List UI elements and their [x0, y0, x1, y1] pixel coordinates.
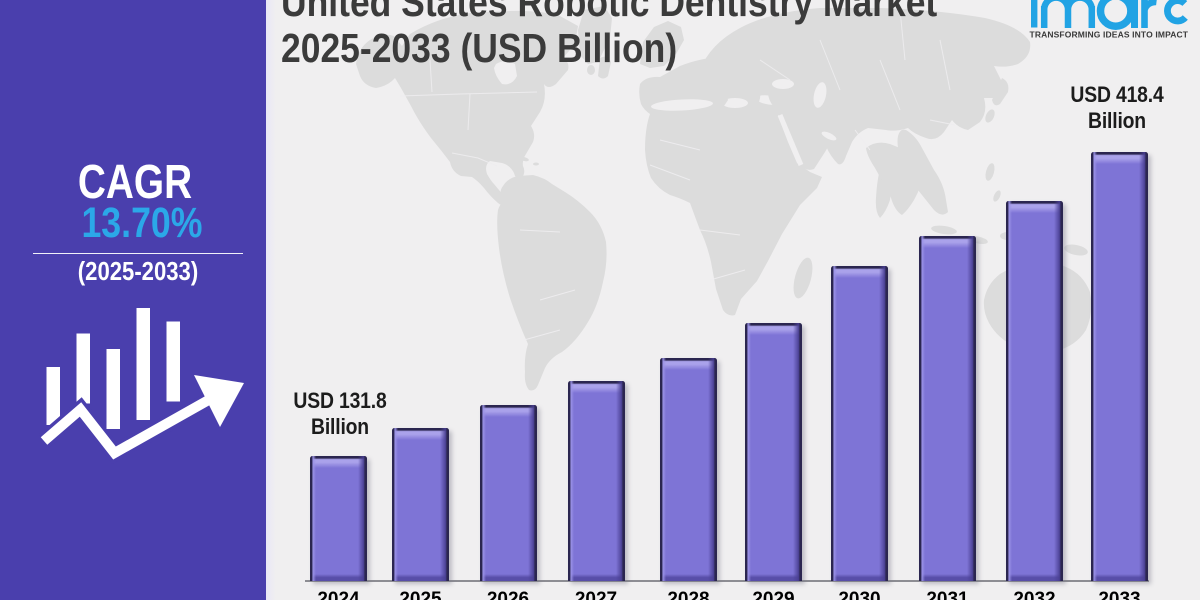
svg-text:TRANSFORMING IDEAS INTO IMPACT: TRANSFORMING IDEAS INTO IMPACT	[1030, 30, 1190, 40]
